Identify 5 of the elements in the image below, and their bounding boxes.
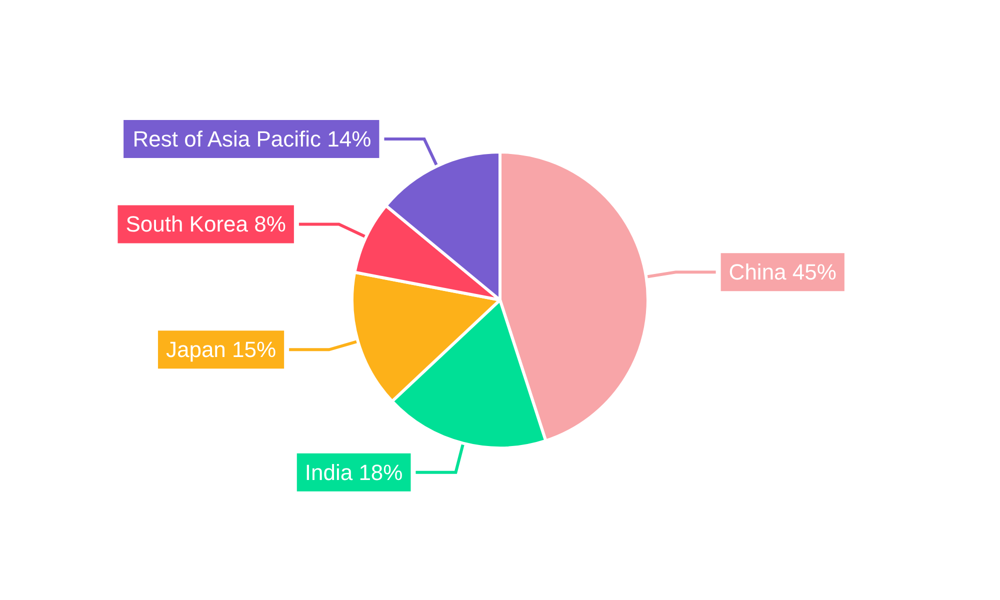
slice-label: India 18% bbox=[304, 460, 403, 485]
slice-label: China 45% bbox=[728, 260, 836, 285]
slice-label: Japan 15% bbox=[166, 337, 276, 362]
slice-label: Rest of Asia Pacific 14% bbox=[132, 126, 372, 152]
slice-label: South Korea 8% bbox=[126, 212, 286, 237]
